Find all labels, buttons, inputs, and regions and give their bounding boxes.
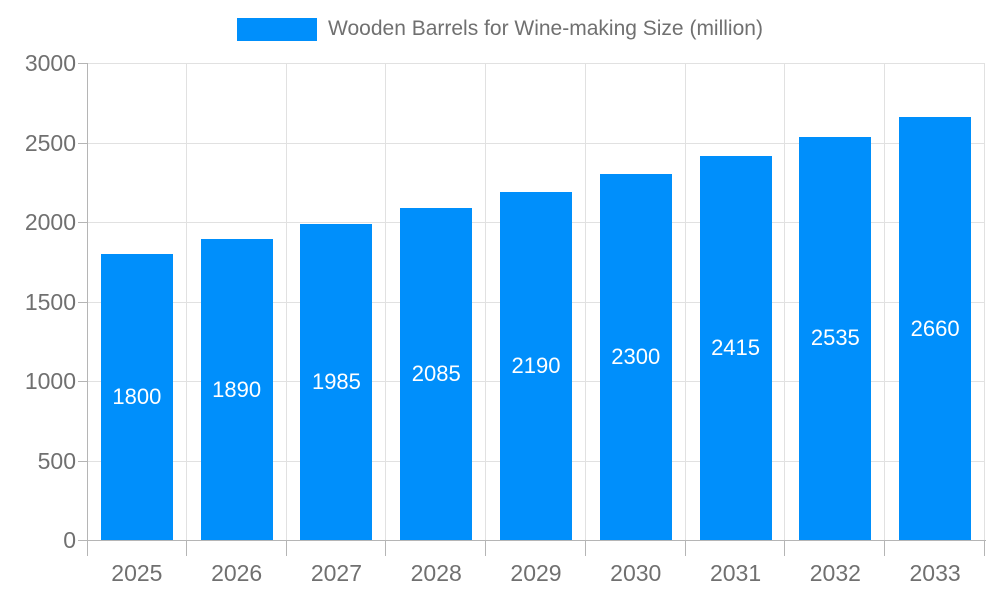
bar-2031[interactable]: [699, 156, 772, 540]
bar-value-label: 2660: [910, 315, 960, 341]
h-gridline: [87, 63, 985, 64]
y-tick-label: 3000: [24, 50, 76, 76]
x-tick: [385, 540, 387, 556]
legend-label: Wooden Barrels for Wine-making Size (mil…: [328, 17, 763, 40]
v-gridline: [584, 63, 586, 540]
bar-2026[interactable]: [200, 239, 273, 540]
x-tick-label: 2025: [111, 560, 163, 586]
bar-2030[interactable]: [599, 174, 672, 540]
h-gridline: [87, 142, 985, 144]
bar-value-label: 2535: [810, 325, 860, 351]
bar-value-label: 1890: [212, 376, 262, 402]
y-axis-line: [87, 63, 88, 540]
y-tick-label: 2000: [24, 209, 76, 235]
bar-2025[interactable]: [100, 253, 173, 540]
y-tick: [78, 301, 87, 303]
legend-swatch: [237, 17, 318, 41]
x-tick: [87, 540, 88, 556]
x-tick-label: 2028: [410, 560, 462, 586]
x-tick: [185, 540, 187, 556]
y-tick: [78, 540, 87, 541]
y-tick: [78, 222, 87, 223]
v-gridline: [884, 63, 886, 540]
plot-area: 1800 1890 1985 2085 2190 2300 2415 2535 2660: [87, 63, 985, 540]
v-gridline: [984, 63, 985, 540]
v-gridline: [485, 63, 487, 540]
x-tick: [684, 540, 686, 556]
bar-value-label: 1985: [311, 369, 361, 395]
legend[interactable]: Wooden Barrels for Wine-making Size (mil…: [0, 17, 1000, 41]
y-tick: [78, 63, 87, 64]
x-tick-label: 2026: [211, 560, 263, 586]
bar-value-label: 2085: [411, 361, 461, 387]
y-tick-label: 2500: [24, 129, 76, 156]
x-tick-label: 2030: [610, 560, 662, 586]
x-tick-label: 2027: [310, 560, 363, 586]
x-tick: [984, 540, 985, 556]
y-tick-label: 500: [37, 447, 76, 474]
v-gridline: [784, 63, 786, 540]
bar-2028[interactable]: [400, 208, 473, 540]
v-gridline: [285, 63, 287, 540]
y-tick-label: 1000: [24, 368, 76, 394]
bar-2029[interactable]: [500, 191, 572, 540]
x-tick: [784, 540, 786, 556]
bar-2033[interactable]: [899, 117, 972, 540]
bar-2032[interactable]: [799, 136, 872, 540]
y-tick: [78, 460, 87, 462]
x-tick-label: 2033: [909, 560, 961, 586]
x-tick: [584, 540, 586, 556]
x-tick: [285, 540, 287, 556]
x-tick-label: 2031: [709, 560, 762, 586]
y-tick: [78, 142, 87, 144]
bar-value-label: 2190: [511, 352, 561, 378]
v-gridline: [385, 63, 387, 540]
x-axis-line: [87, 540, 986, 541]
x-tick-label: 2032: [809, 560, 861, 586]
x-tick-label: 2029: [510, 560, 562, 586]
bar-value-label: 2415: [711, 335, 761, 360]
v-gridline: [185, 63, 187, 540]
v-gridline: [684, 63, 686, 540]
x-tick: [485, 540, 487, 556]
bar-value-label: 1800: [112, 383, 162, 409]
y-tick-label: 0: [63, 527, 76, 553]
y-tick-label: 1500: [24, 288, 76, 315]
x-tick: [884, 540, 886, 556]
bar-value-label: 2300: [611, 344, 661, 370]
y-tick: [78, 381, 87, 382]
bar-2027[interactable]: [300, 224, 373, 540]
